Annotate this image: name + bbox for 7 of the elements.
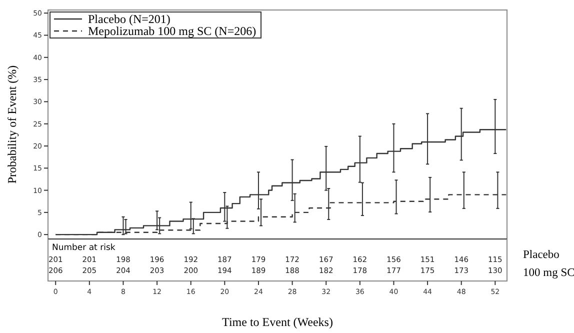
text: 100 mg SC bbox=[523, 267, 574, 279]
legend-label: Placebo (N=201) bbox=[88, 12, 170, 26]
text: Placebo bbox=[523, 249, 560, 261]
legend-label: Mepolizumab 100 mg SC (N=206) bbox=[88, 24, 256, 38]
text: Number at risk bbox=[52, 243, 116, 253]
x-axis-title: Time to Event (Weeks) bbox=[222, 315, 333, 329]
y-axis-title: Probability of Event (%) bbox=[5, 65, 19, 184]
